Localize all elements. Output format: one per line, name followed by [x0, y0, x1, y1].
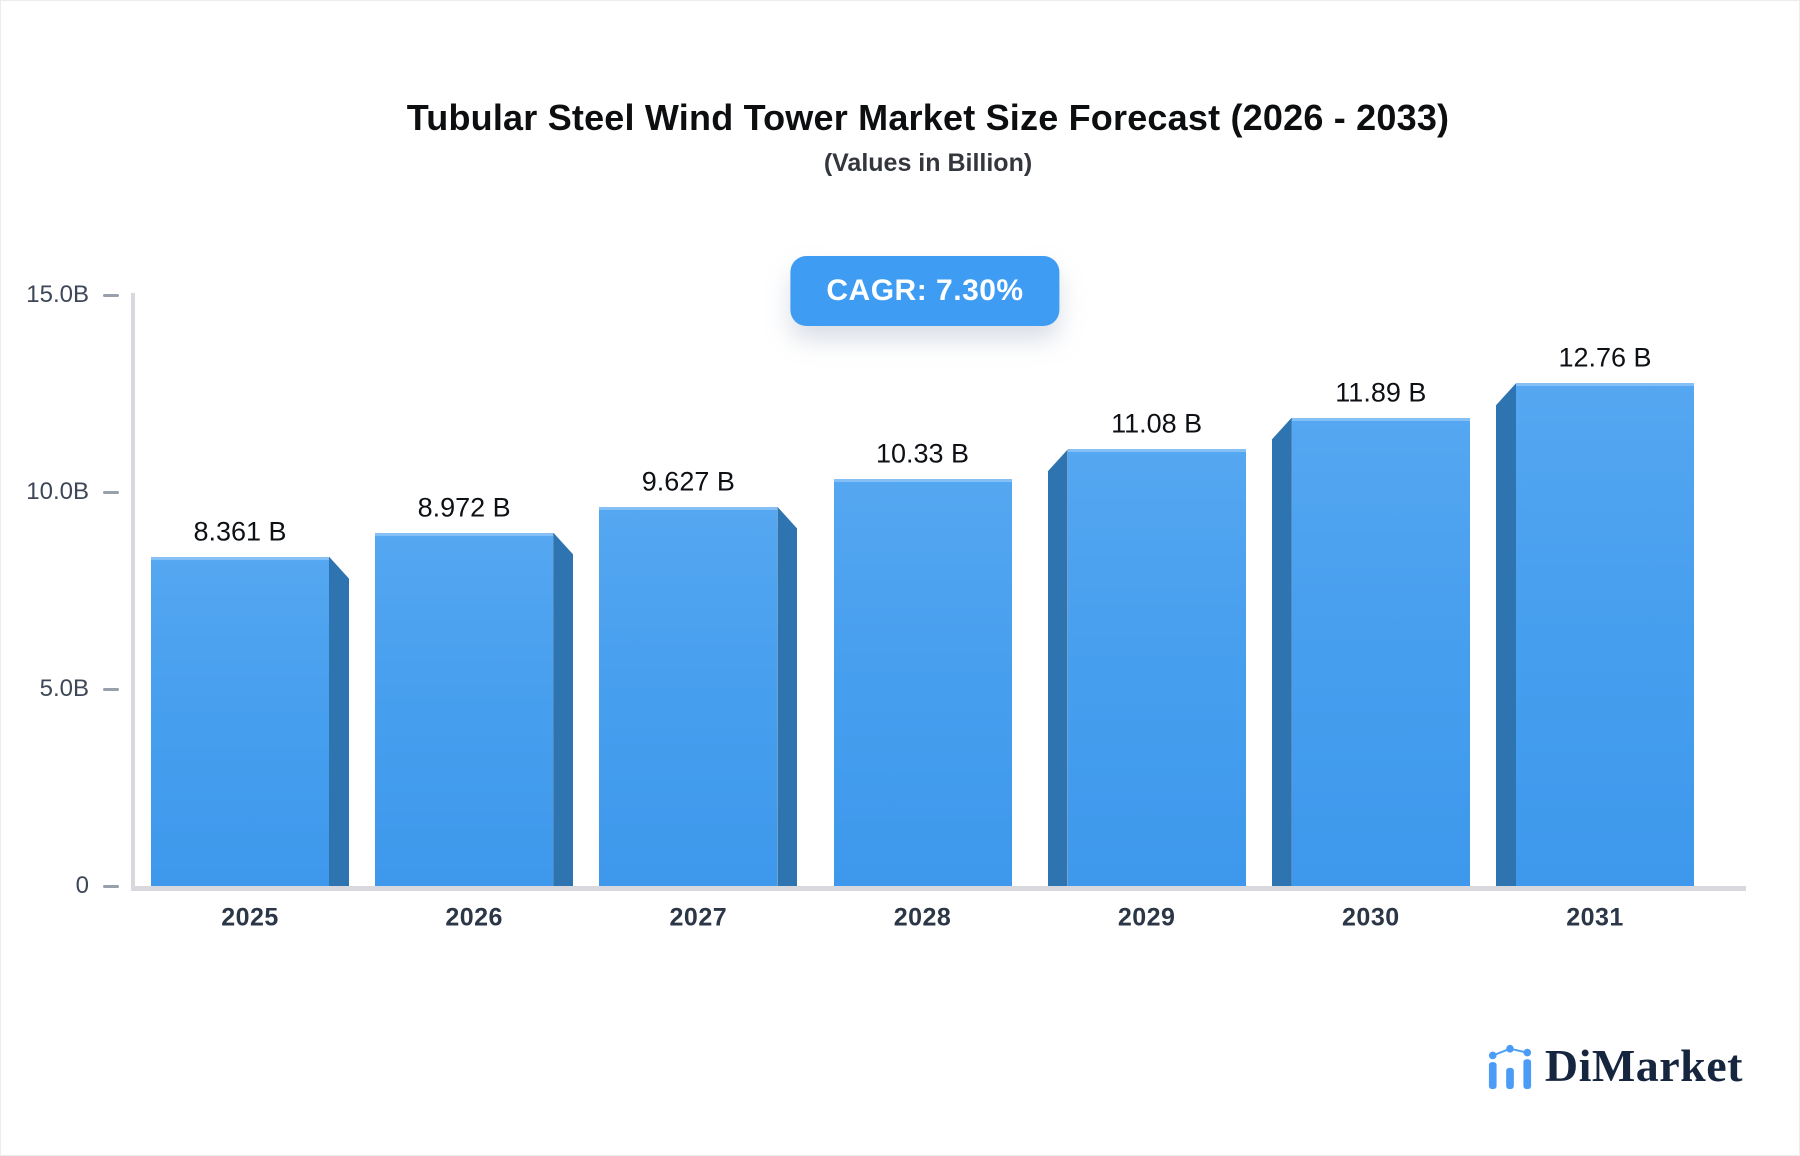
bar-side-face [329, 556, 349, 886]
bar [1291, 417, 1470, 886]
y-axis-line [131, 293, 135, 891]
bar-value-label: 10.33 B [875, 438, 970, 469]
bar [1067, 449, 1246, 886]
bar [833, 478, 1012, 886]
x-axis-category-label: 2031 [1566, 903, 1624, 932]
bar-side-face [1496, 383, 1516, 886]
y-tick-mark [103, 294, 119, 297]
x-axis-category-label: 2028 [893, 903, 952, 932]
brand-logo: DiMarket [1487, 1039, 1743, 1092]
x-axis-line [131, 886, 1746, 891]
y-tick-mark [103, 885, 119, 888]
x-axis-category-label: 2030 [1342, 903, 1400, 932]
bar-side-face [1047, 449, 1068, 886]
y-tick-label: 15.0B [26, 281, 89, 308]
bar-value-label: 8.361 B [193, 516, 287, 547]
x-axis-category-label: 2026 [445, 903, 503, 932]
y-tick-mark [103, 491, 119, 494]
bar-value-label: 11.89 B [1335, 377, 1427, 408]
x-axis-category-label: 2025 [221, 903, 279, 932]
bar [375, 532, 554, 886]
x-axis-category-label: 2029 [1117, 903, 1176, 932]
y-tick-label: 0 [75, 872, 89, 899]
bar [151, 556, 329, 886]
bar-value-label: 8.972 B [417, 492, 511, 522]
y-tick-mark [103, 688, 119, 691]
chart-title: Tubular Steel Wind Tower Market Size For… [406, 97, 1450, 138]
bar [599, 506, 778, 886]
chart-subtitle: (Values in Billion) [823, 149, 1033, 177]
x-axis-category-label: 2027 [669, 903, 728, 932]
bar-chart-trend-icon [1488, 1044, 1531, 1089]
bar-value-label: 9.627 B [641, 466, 735, 497]
y-tick-label: 5.0B [39, 675, 89, 702]
bar-side-face [1271, 417, 1292, 886]
bar-side-face [553, 532, 574, 886]
bar [1516, 383, 1694, 886]
cagr-badge: CAGR: 7.30% [790, 256, 1060, 326]
bar-value-label: 12.76 B [1558, 342, 1652, 373]
y-tick-label: 10.0B [26, 478, 89, 505]
brand-name: DiMarket [1544, 1040, 1743, 1091]
bar-value-label: 11.08 B [1111, 408, 1203, 439]
bar-side-face [777, 506, 798, 886]
